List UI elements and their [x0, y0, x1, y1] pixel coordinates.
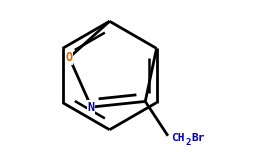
Text: 2: 2: [185, 138, 191, 147]
Text: O: O: [66, 51, 73, 64]
Text: N: N: [88, 101, 95, 114]
Text: Br: Br: [191, 133, 205, 143]
Text: CH: CH: [171, 133, 184, 143]
